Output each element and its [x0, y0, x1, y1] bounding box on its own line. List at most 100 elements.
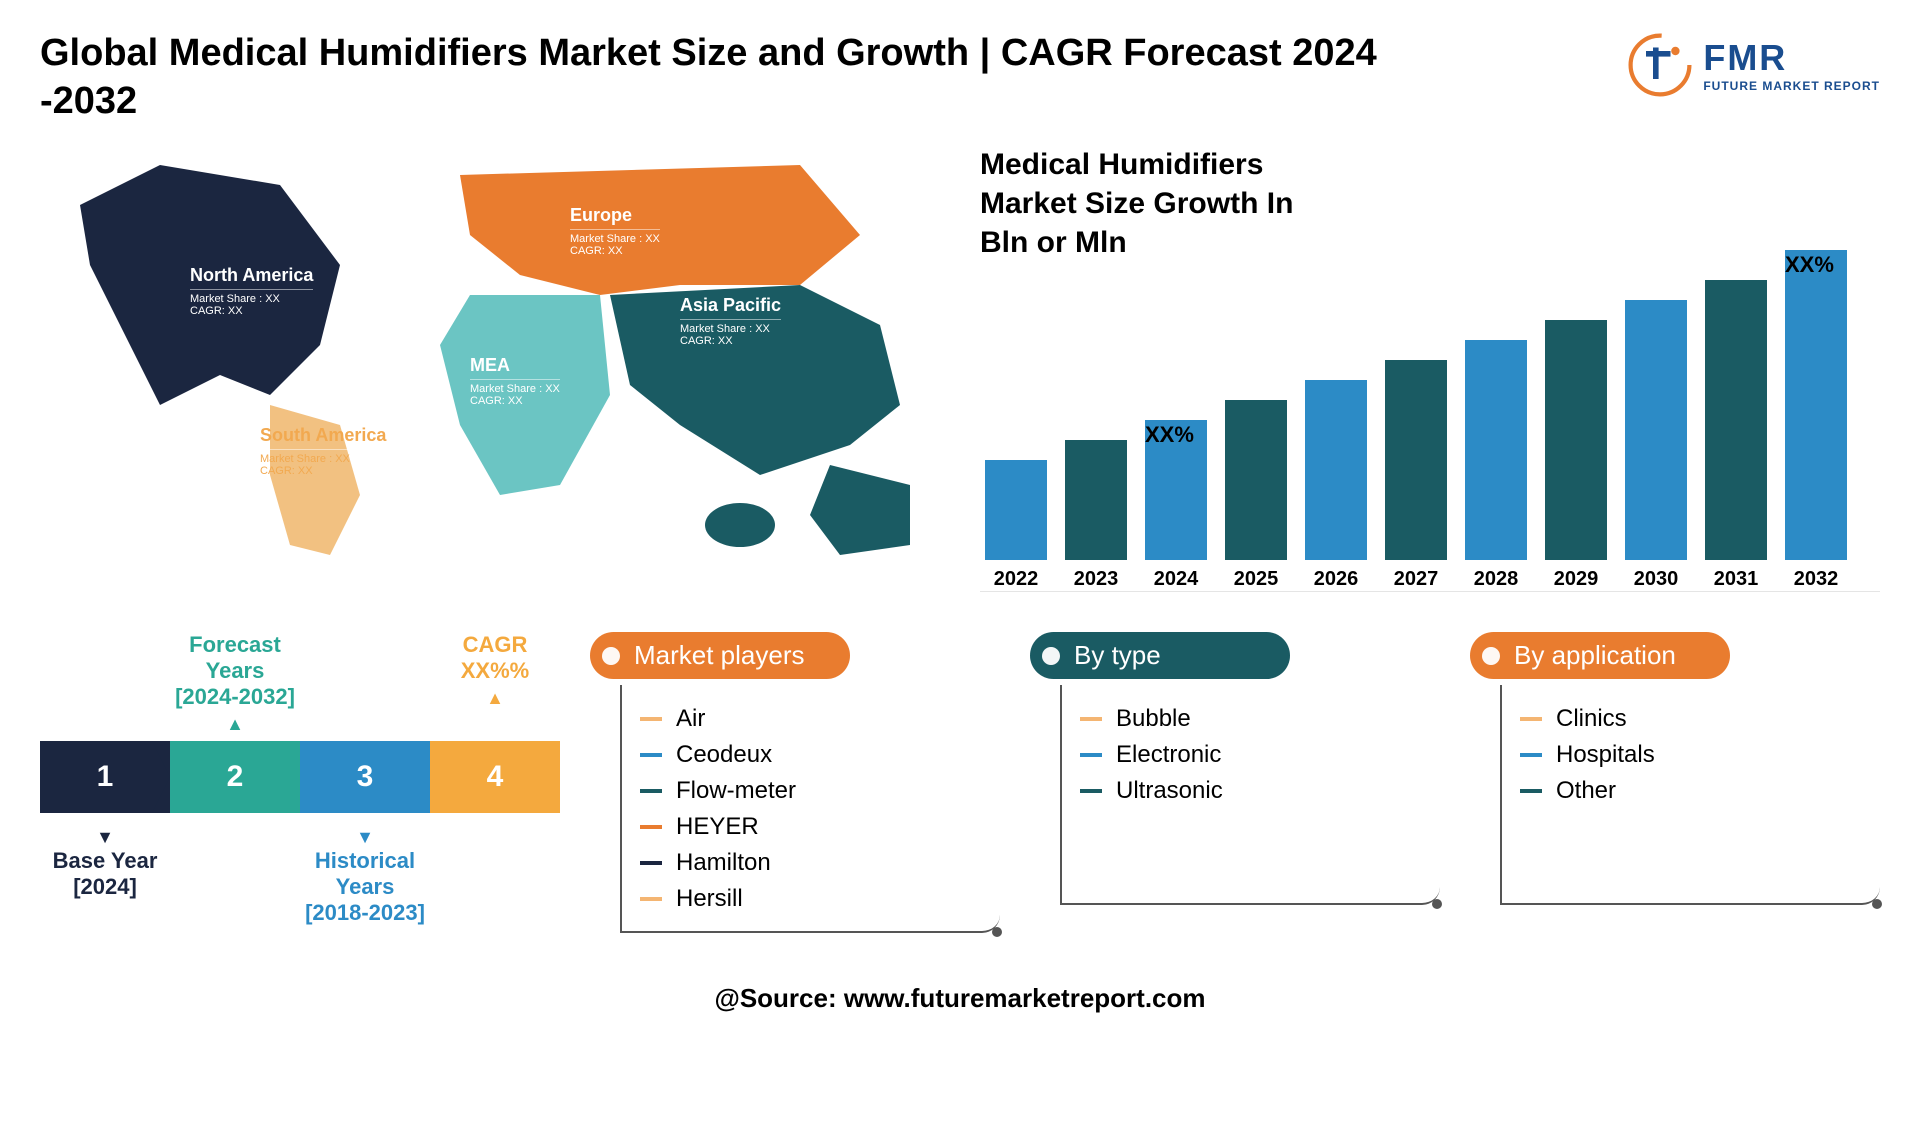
page-title: Global Medical Humidifiers Market Size a…	[40, 30, 1440, 125]
map-label-asia-pacific: Asia PacificMarket Share : XXCAGR: XX	[680, 295, 781, 347]
bar-year-label: 2031	[1714, 568, 1759, 591]
bottom-row: Forecast Years[2024-2032]▲ CAGRXX%%▲ 1234…	[40, 632, 1880, 933]
bar-2029: 2029	[1540, 320, 1612, 591]
category-item: Clinics	[1520, 705, 1870, 733]
bar-year-label: 2032	[1794, 568, 1839, 591]
timeline-seg-1: 1	[40, 741, 170, 813]
bar-year-label: 2028	[1474, 568, 1519, 591]
bar-2032: 2032	[1780, 250, 1852, 591]
category-header: By type	[1030, 632, 1290, 679]
tick-icon	[640, 897, 662, 901]
timeline-label-base-year: ▼Base Year[2024]	[40, 827, 170, 900]
tick-icon	[640, 753, 662, 757]
timeline-label-historical-years: ▼Historical Years[2018-2023]	[300, 827, 430, 926]
logo: FMR FUTURE MARKET REPORT	[1625, 30, 1880, 100]
bar-rect	[1545, 320, 1607, 560]
bar-2027: 2027	[1380, 360, 1452, 591]
category-item-label: Ceodeux	[676, 741, 772, 769]
category-header-text: By application	[1514, 640, 1676, 671]
dot-icon	[1482, 647, 1500, 665]
chart-annotation: XX%	[1785, 252, 1834, 278]
category-item-label: Hospitals	[1556, 741, 1655, 769]
category-item-label: Electronic	[1116, 741, 1221, 769]
category-item: Electronic	[1080, 741, 1430, 769]
category-body: Clinics Hospitals Other	[1500, 685, 1880, 905]
bar-rect	[1225, 400, 1287, 560]
bar-2022: 2022	[980, 460, 1052, 591]
timeline-label-forecast-years: Forecast Years[2024-2032]▲	[170, 632, 300, 735]
category-market-players: Market players Air Ceodeux Flow-meter HEYER H…	[590, 632, 1000, 933]
tick-icon	[640, 825, 662, 829]
bar-year-label: 2027	[1394, 568, 1439, 591]
dot-icon	[602, 647, 620, 665]
tick-icon	[640, 861, 662, 865]
bar-2026: 2026	[1300, 380, 1372, 591]
timeline: Forecast Years[2024-2032]▲ CAGRXX%%▲ 1234…	[40, 632, 560, 933]
category-body: Air Ceodeux Flow-meter HEYER Hamilton Hersill	[620, 685, 1000, 933]
bar-2023: 2023	[1060, 440, 1132, 591]
category-header: By application	[1470, 632, 1730, 679]
category-header-text: Market players	[634, 640, 805, 671]
chart-title: Medical Humidifiers Market Size Growth I…	[980, 145, 1340, 262]
logo-text-wrap: FMR FUTURE MARKET REPORT	[1703, 37, 1880, 93]
bar-2031: 2031	[1700, 280, 1772, 591]
timeline-seg-3: 3	[300, 741, 430, 813]
category-item: Hospitals	[1520, 741, 1870, 769]
timeline-label-cagr: CAGRXX%%▲	[430, 632, 560, 709]
chart-annotation: XX%	[1145, 422, 1194, 448]
bar-chart: Medical Humidifiers Market Size Growth I…	[980, 145, 1880, 592]
category-item: Hersill	[640, 885, 990, 913]
bar-year-label: 2029	[1554, 568, 1599, 591]
bar-year-label: 2022	[994, 568, 1039, 591]
category-by-application: By application Clinics Hospitals Other	[1470, 632, 1880, 933]
main-row: North AmericaMarket Share : XXCAGR: XXSo…	[40, 145, 1880, 592]
bar-year-label: 2030	[1634, 568, 1679, 591]
bar-2030: 2030	[1620, 300, 1692, 591]
timeline-seg-4: 4	[430, 741, 560, 813]
category-header: Market players	[590, 632, 850, 679]
category-item: Other	[1520, 777, 1870, 805]
header: Global Medical Humidifiers Market Size a…	[40, 30, 1880, 125]
bar-year-label: 2025	[1234, 568, 1279, 591]
category-item: Bubble	[1080, 705, 1430, 733]
category-item-label: Hamilton	[676, 849, 771, 877]
bar-rect	[1305, 380, 1367, 560]
bar-rect	[1465, 340, 1527, 560]
timeline-seg-2: 2	[170, 741, 300, 813]
category-body: Bubble Electronic Ultrasonic	[1060, 685, 1440, 905]
category-item-label: Hersill	[676, 885, 743, 913]
bar-2025: 2025	[1220, 400, 1292, 591]
category-item: HEYER	[640, 813, 990, 841]
tick-icon	[1520, 753, 1542, 757]
tick-icon	[1080, 717, 1102, 721]
tick-icon	[640, 717, 662, 721]
map-label-south-america: South AmericaMarket Share : XXCAGR: XX	[260, 425, 386, 477]
logo-icon	[1625, 30, 1695, 100]
source-text: @Source: www.futuremarketreport.com	[40, 983, 1880, 1014]
bar-rect	[1385, 360, 1447, 560]
category-header-text: By type	[1074, 640, 1161, 671]
categories: Market players Air Ceodeux Flow-meter HEYER H…	[590, 632, 1880, 933]
category-item: Flow-meter	[640, 777, 990, 805]
category-item: Ultrasonic	[1080, 777, 1430, 805]
tick-icon	[1080, 753, 1102, 757]
map-label-europe: EuropeMarket Share : XXCAGR: XX	[570, 205, 660, 257]
tick-icon	[1080, 789, 1102, 793]
category-item: Hamilton	[640, 849, 990, 877]
tick-icon	[1520, 789, 1542, 793]
category-item-label: Air	[676, 705, 705, 733]
logo-subtitle: FUTURE MARKET REPORT	[1703, 79, 1880, 93]
dot-icon	[1042, 647, 1060, 665]
bar-rect	[1705, 280, 1767, 560]
bar-2028: 2028	[1460, 340, 1532, 591]
logo-text: FMR	[1703, 37, 1880, 79]
world-map: North AmericaMarket Share : XXCAGR: XXSo…	[40, 145, 940, 565]
category-by-type: By type Bubble Electronic Ultrasonic	[1030, 632, 1440, 933]
bar-area: 2022202320242025202620272028202920302031…	[980, 272, 1880, 592]
category-item-label: Bubble	[1116, 705, 1191, 733]
bar-rect	[1625, 300, 1687, 560]
bar-year-label: 2026	[1314, 568, 1359, 591]
map-label-mea: MEAMarket Share : XXCAGR: XX	[470, 355, 560, 407]
category-item-label: HEYER	[676, 813, 759, 841]
category-item: Air	[640, 705, 990, 733]
